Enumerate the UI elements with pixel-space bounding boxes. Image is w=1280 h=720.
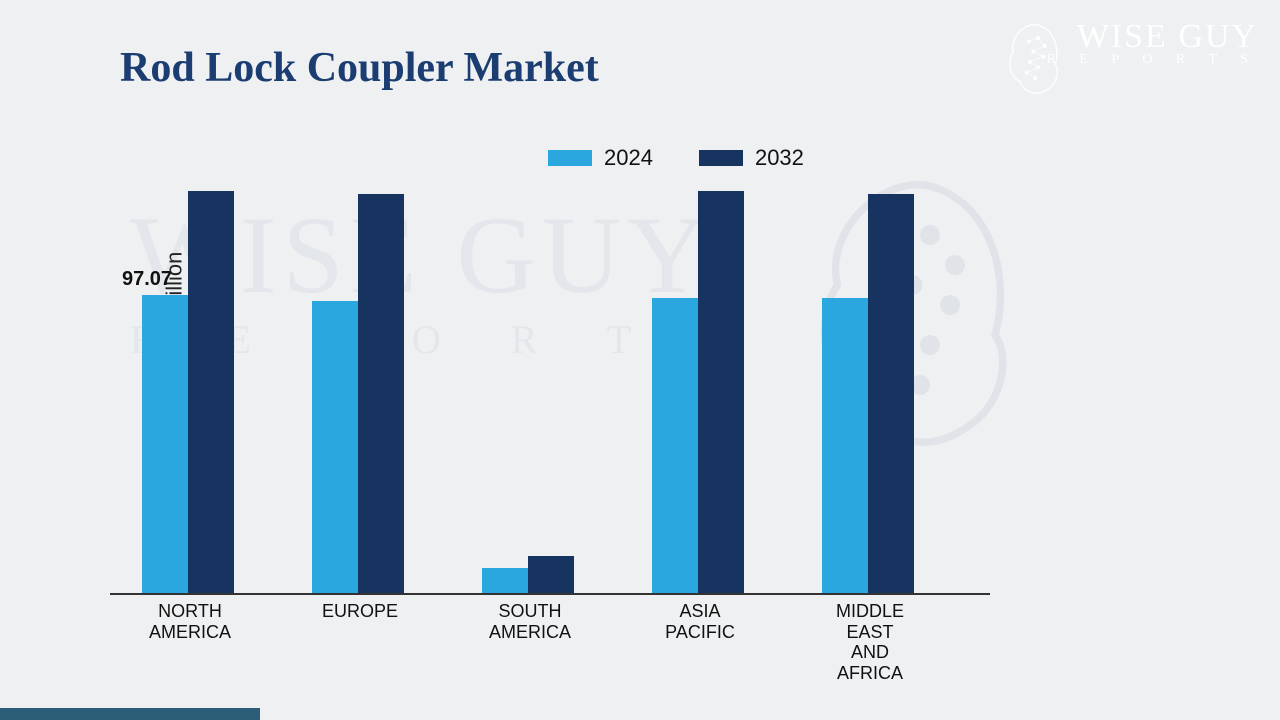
brand-logo: WISE GUY R E P O R T S xyxy=(1047,18,1258,68)
category-label: NORTHAMERICA xyxy=(110,595,270,642)
bar-2024 xyxy=(652,298,698,593)
bar-2032 xyxy=(528,556,574,593)
legend-swatch-2024 xyxy=(548,150,592,166)
category-label: EUROPE xyxy=(280,595,440,622)
category-label: SOUTHAMERICA xyxy=(450,595,610,642)
bar-2032 xyxy=(358,194,404,593)
stage: WISE GUY R E P O R T S Rod Lock Coupler … xyxy=(0,0,1280,720)
category-label: ASIAPACIFIC xyxy=(620,595,780,642)
bar-2032 xyxy=(188,191,234,593)
bar-2024 xyxy=(482,568,528,593)
page-title: Rod Lock Coupler Market xyxy=(120,44,599,92)
legend-swatch-2032 xyxy=(699,150,743,166)
brand-line2: R E P O R T S xyxy=(1047,52,1258,68)
market-chart: Market Size in USD Billion 2024 2032 97.… xyxy=(110,165,990,595)
bar-2032 xyxy=(868,194,914,593)
bar-value-annotation: 97.07 xyxy=(122,268,172,291)
bar-2024 xyxy=(822,298,868,593)
bar-2024 xyxy=(312,301,358,593)
bar-2032 xyxy=(698,191,744,593)
category-label: MIDDLEEASTANDAFRICA xyxy=(790,595,950,684)
bar-2024 xyxy=(142,295,188,593)
plot-area: 97.07NORTHAMERICAEUROPESOUTHAMERICAASIAP… xyxy=(110,165,990,595)
brand-line1: WISE GUY xyxy=(1047,18,1258,56)
bottom-accent-bar xyxy=(0,708,260,720)
